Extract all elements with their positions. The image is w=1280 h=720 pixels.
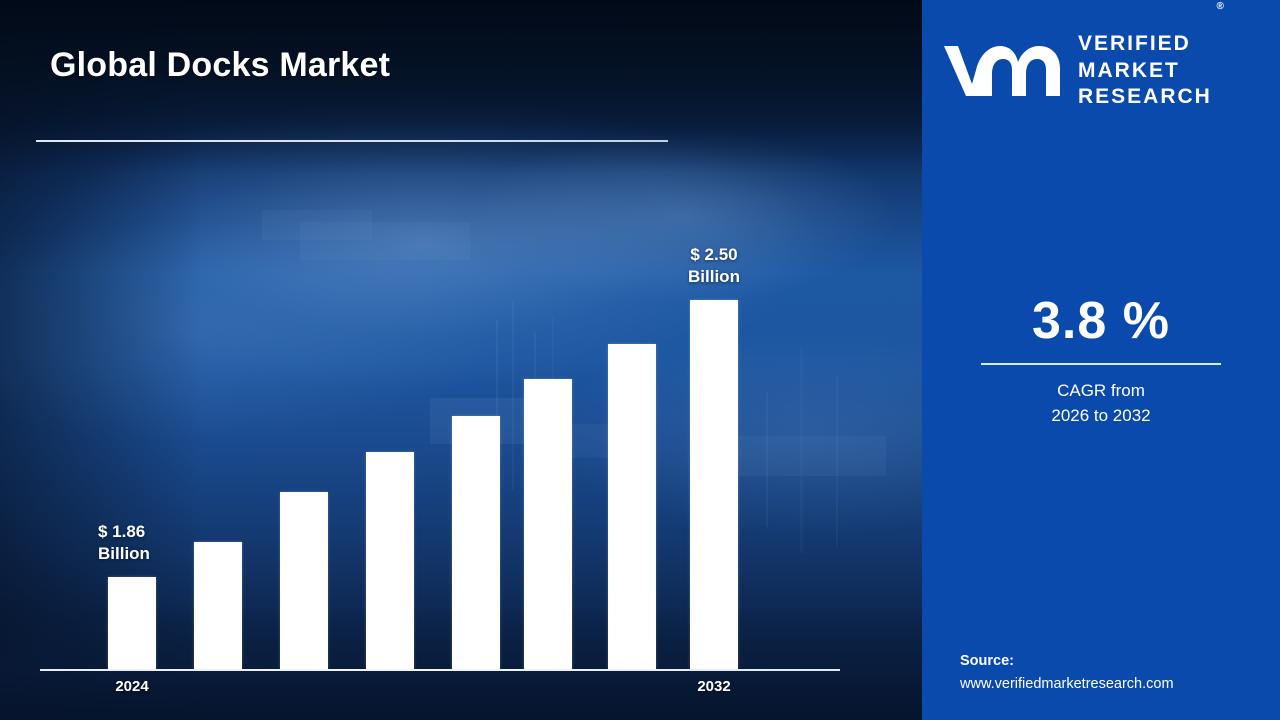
- chart-panel: Global Docks Market $ 1.86 Billion $ 2.50…: [0, 0, 922, 720]
- bar-2027: [366, 452, 414, 669]
- registered-mark-icon: ®: [1216, 0, 1224, 12]
- bar-2024: [108, 577, 156, 669]
- bar-2026: [280, 492, 328, 669]
- brand-panel: VERIFIED MARKET RESEARCH ® 3.8 % CAGR fr…: [922, 0, 1280, 720]
- bar-2029: [524, 379, 572, 669]
- bar-2032: [690, 300, 738, 669]
- cagr-value: 3.8 %: [1032, 292, 1170, 350]
- source-block: Source: www.verifiedmarketresearch.com: [960, 650, 1174, 696]
- source-label: Source:: [960, 652, 1014, 669]
- bar-2025: [194, 542, 242, 669]
- cagr-caption: CAGR from 2026 to 2032: [1051, 381, 1151, 425]
- bar-value-label: $ 2.50 Billion: [688, 245, 740, 286]
- brand-name-text: VERIFIED MARKET RESEARCH: [1078, 32, 1212, 109]
- x-axis-line: [40, 669, 840, 671]
- x-tick-label-2032: 2032: [697, 678, 731, 695]
- x-tick-label-2024: 2024: [115, 678, 149, 695]
- cagr-block: 3.8 % CAGR from 2026 to 2032: [922, 295, 1280, 428]
- bar-value-label: $ 1.86 Billion: [98, 522, 150, 563]
- page-title: Global Docks Market: [50, 46, 391, 84]
- bar-chart-plot: $ 1.86 Billion $ 2.50 Billion 2024 2032: [40, 245, 840, 695]
- source-url[interactable]: www.verifiedmarketresearch.com: [960, 675, 1174, 692]
- vmr-logo-icon: [942, 36, 1064, 106]
- brand-logo[interactable]: VERIFIED MARKET RESEARCH ®: [942, 1, 1272, 112]
- bar-2028: [452, 416, 500, 669]
- title-divider: [36, 140, 668, 142]
- brand-name: VERIFIED MARKET RESEARCH ®: [1078, 1, 1224, 137]
- cagr-divider: [981, 363, 1221, 365]
- bar-2030: [608, 344, 656, 669]
